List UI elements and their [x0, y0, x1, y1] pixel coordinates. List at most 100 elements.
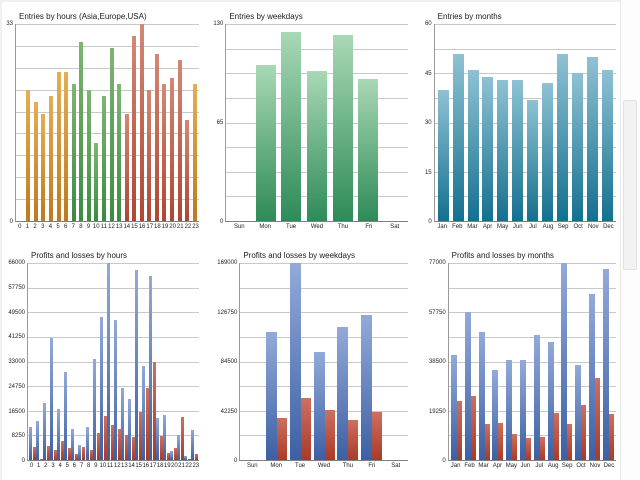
category-slot	[265, 263, 289, 460]
y-axis-tick-label: 0	[9, 219, 13, 225]
gridline	[226, 48, 408, 50]
x-axis-tick-label: Jan	[437, 224, 448, 230]
bars-container	[449, 263, 616, 460]
loss-bar	[457, 401, 463, 460]
gridline	[28, 361, 200, 363]
value-bar	[281, 31, 302, 221]
y-axis-labels: 0 65 130	[211, 21, 225, 225]
x-axis-tick-label: Mar	[478, 463, 489, 469]
profit-bar	[142, 365, 146, 460]
x-axis-tick-label: Thu	[342, 463, 354, 469]
x-axis-labels: Sun Mon Tue Wed Thu Fri Sat	[240, 461, 407, 474]
category-slot	[381, 24, 407, 221]
profit-bar	[29, 427, 33, 460]
x-axis-tick-label: 9	[94, 463, 98, 469]
category-slot	[532, 263, 546, 460]
x-axis-tick-label: Jun	[520, 463, 531, 469]
x-axis-tick-label: 21	[178, 463, 185, 469]
category-slot	[176, 24, 184, 221]
x-axis-tick-label: 20	[169, 224, 176, 230]
charts-grid: Entries by hours (Asia,Europe,USA) 0 33 0…	[3, 12, 616, 474]
profit-bar	[127, 398, 131, 460]
value-bar	[101, 95, 106, 221]
profit-bar	[266, 331, 278, 460]
x-axis-tick-label: 16	[142, 463, 150, 469]
gridline	[434, 24, 616, 25]
chart-title: Profits and losses by weekdays	[243, 251, 355, 260]
gridline	[448, 386, 616, 388]
category-slot	[36, 263, 44, 460]
value-bar	[255, 64, 276, 221]
y-axis-tick-label: 60	[424, 21, 432, 27]
profit-bar	[547, 342, 554, 460]
gridline	[16, 89, 200, 91]
gridline	[28, 287, 200, 289]
value-bar	[170, 77, 175, 221]
profit-bar	[506, 360, 513, 460]
loss-bar	[608, 413, 614, 460]
profit-bar	[57, 409, 61, 460]
category-slot	[161, 24, 169, 221]
category-slot	[113, 263, 121, 460]
value-bar	[147, 89, 152, 221]
profit-bar	[106, 263, 110, 460]
y-axis-tick-label: 33	[6, 21, 13, 27]
y-axis-tick-label: 8250	[11, 433, 25, 440]
value-bar	[124, 113, 129, 221]
profit-bar	[99, 316, 103, 460]
category-slot	[156, 263, 164, 460]
category-slot	[330, 24, 356, 221]
scrollbar-track[interactable]	[620, 0, 640, 480]
x-axis-tick-label: 15	[131, 224, 138, 230]
plot-area	[225, 24, 408, 222]
category-slot	[495, 24, 510, 221]
value-bar	[542, 83, 554, 221]
x-axis-tick-label: 8	[87, 463, 91, 469]
category-slot	[227, 24, 253, 221]
x-axis-tick-label: Sat	[390, 224, 400, 230]
chart-profits-losses-by-hours: Profits and losses by hours 0 8250 16500 24…	[3, 251, 200, 474]
category-slot	[50, 263, 58, 460]
gridline	[448, 435, 616, 437]
category-slot	[336, 263, 360, 460]
category-slot	[304, 24, 330, 221]
x-axis-tick-label: 14	[128, 463, 135, 469]
x-axis-labels: 0 1 2 3 4 5 6 7 8 9 10 11 12 13 14 15 16 17 18 19 20 21 22 23	[16, 222, 199, 235]
loss-bar	[47, 445, 51, 460]
category-slot	[183, 24, 191, 221]
category-slot	[184, 263, 192, 460]
profit-bar	[170, 451, 174, 460]
gridline	[16, 111, 200, 113]
y-axis-tick-label: 0	[442, 458, 446, 464]
category-slot	[540, 24, 555, 221]
loss-bar	[153, 361, 157, 460]
gridline	[226, 24, 408, 25]
x-axis-tick-label: 5	[65, 463, 69, 469]
loss-bar	[300, 398, 311, 460]
x-axis-tick-label: Oct	[576, 463, 586, 469]
y-axis-tick-label: 57750	[428, 309, 446, 316]
x-axis-tick-label: 4	[48, 224, 53, 230]
profit-bar	[360, 315, 372, 460]
category-slot	[450, 263, 464, 460]
loss-bar	[117, 428, 121, 460]
gridline	[448, 287, 616, 289]
scrollbar-thumb[interactable]	[623, 100, 637, 270]
y-axis-tick-label: 30	[424, 120, 432, 126]
category-slot	[115, 24, 123, 221]
y-axis-tick-label: 19250	[428, 408, 446, 415]
loss-bar	[40, 458, 44, 460]
value-bar	[185, 119, 190, 221]
y-axis-labels: 0 15 30 45 60	[420, 21, 434, 225]
plot-area	[433, 24, 616, 222]
loss-bar	[110, 425, 114, 460]
loss-bar	[96, 432, 100, 460]
x-axis-tick-label: 3	[41, 224, 45, 230]
chart-profits-losses-by-months: Profits and losses by months 0 19250 38500…	[420, 251, 616, 474]
loss-bar	[33, 446, 37, 460]
category-slot	[25, 24, 33, 221]
value-bar	[154, 53, 159, 221]
x-axis-tick-label: May	[496, 224, 509, 230]
value-bar	[482, 76, 494, 221]
value-bar	[601, 69, 613, 221]
